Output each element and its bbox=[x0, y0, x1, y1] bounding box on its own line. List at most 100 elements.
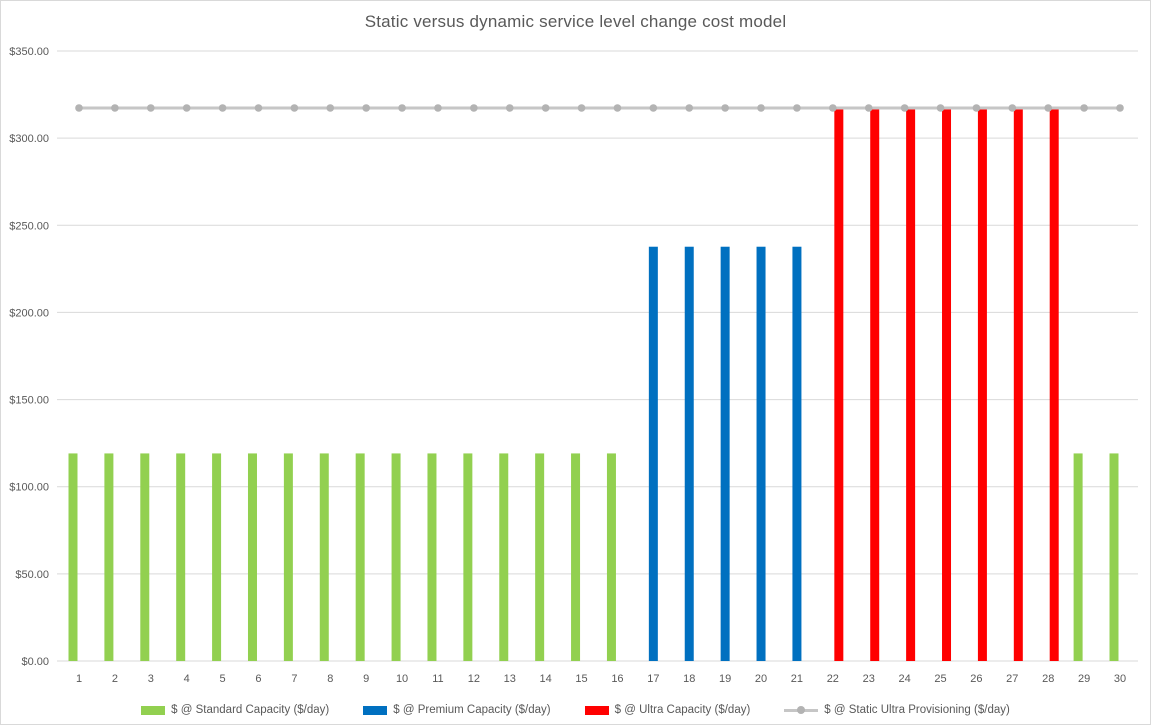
bar-day-3 bbox=[140, 453, 150, 661]
y-tick-label: $350.00 bbox=[9, 46, 49, 58]
bar-day-17 bbox=[648, 246, 658, 662]
x-tick-label: 13 bbox=[504, 673, 516, 685]
x-tick-label: 20 bbox=[755, 673, 767, 685]
line-marker-day-18 bbox=[685, 104, 694, 112]
x-tick-label: 19 bbox=[719, 673, 731, 685]
legend-label-ultra-capacity: $ @ Ultra Capacity ($/day) bbox=[614, 704, 751, 716]
x-tick-label: 14 bbox=[540, 673, 552, 685]
legend-swatch-ultra-capacity bbox=[584, 705, 609, 715]
legend: $ @ Standard Capacity ($/day) $ @ Premiu… bbox=[1, 704, 1150, 716]
line-marker-day-25 bbox=[936, 104, 945, 112]
line-marker-day-5 bbox=[218, 104, 227, 112]
legend-item-static-ultra-provisioning: $ @ Static Ultra Provisioning ($/day) bbox=[784, 704, 1010, 716]
bar-day-15 bbox=[571, 453, 581, 661]
chart-title: Static versus dynamic service level chan… bbox=[364, 12, 787, 31]
y-tick-label: $0.00 bbox=[21, 656, 49, 668]
line-marker-day-29 bbox=[1080, 104, 1088, 112]
bar-day-24 bbox=[906, 107, 916, 661]
line-marker-day-26 bbox=[972, 104, 981, 112]
line-marker-day-10 bbox=[398, 104, 406, 112]
bar-day-25 bbox=[942, 107, 952, 661]
line-marker-day-30 bbox=[1116, 104, 1124, 112]
line-marker-day-9 bbox=[362, 104, 370, 112]
line-marker-day-6 bbox=[254, 104, 263, 112]
y-tick-label: $100.00 bbox=[9, 482, 49, 494]
x-tick-label: 28 bbox=[1042, 673, 1054, 685]
x-tick-label: 21 bbox=[791, 673, 803, 685]
line-marker-day-20 bbox=[757, 104, 765, 112]
bar-day-9 bbox=[355, 453, 365, 661]
x-tick-label: 16 bbox=[611, 673, 623, 685]
x-tick-label: 1 bbox=[76, 673, 82, 685]
x-tick-label: 23 bbox=[863, 673, 875, 685]
bar-day-26 bbox=[977, 107, 987, 661]
x-tick-label: 27 bbox=[1006, 673, 1018, 685]
line-marker-day-19 bbox=[721, 104, 729, 112]
bar-day-13 bbox=[499, 453, 509, 661]
x-tick-label: 4 bbox=[184, 673, 190, 685]
bar-day-11 bbox=[427, 453, 437, 661]
line-marker-day-16 bbox=[613, 104, 622, 112]
legend-label-premium-capacity: $ @ Premium Capacity ($/day) bbox=[393, 704, 551, 716]
bar-day-6 bbox=[247, 453, 257, 661]
line-marker-day-21 bbox=[793, 104, 801, 112]
line-marker-day-15 bbox=[577, 104, 586, 112]
x-tick-label: 5 bbox=[220, 673, 226, 685]
line-marker-day-4 bbox=[182, 104, 191, 112]
bar-day-27 bbox=[1013, 107, 1023, 661]
x-tick-label: 8 bbox=[327, 673, 333, 685]
y-tick-label: $200.00 bbox=[9, 307, 49, 319]
legend-swatch-standard-capacity bbox=[141, 705, 166, 715]
bar-day-12 bbox=[463, 453, 473, 661]
line-marker-day-7 bbox=[290, 104, 299, 112]
bar-day-8 bbox=[319, 453, 329, 661]
y-tick-label: $150.00 bbox=[9, 395, 49, 407]
x-tick-label: 6 bbox=[255, 673, 261, 685]
line-marker-day-13 bbox=[505, 104, 514, 112]
line-marker-day-24 bbox=[900, 104, 909, 112]
legend-item-premium-capacity: $ @ Premium Capacity ($/day) bbox=[363, 704, 551, 716]
bar-day-30 bbox=[1109, 453, 1119, 661]
line-marker-day-14 bbox=[541, 104, 550, 112]
x-tick-label: 24 bbox=[898, 673, 910, 685]
line-marker-day-27 bbox=[1008, 104, 1017, 112]
bar-day-7 bbox=[283, 453, 293, 661]
bar-day-18 bbox=[684, 246, 694, 662]
line-marker-day-12 bbox=[470, 104, 478, 112]
x-tick-label: 29 bbox=[1078, 673, 1090, 685]
line-marker-day-17 bbox=[649, 104, 658, 112]
line-marker-day-23 bbox=[864, 104, 873, 112]
legend-item-standard-capacity: $ @ Standard Capacity ($/day) bbox=[141, 704, 329, 716]
x-tick-label: 9 bbox=[363, 673, 369, 685]
bar-day-22 bbox=[834, 107, 844, 661]
x-tick-label: 18 bbox=[683, 673, 695, 685]
x-tick-label: 7 bbox=[291, 673, 297, 685]
bar-day-2 bbox=[104, 453, 114, 661]
x-tick-label: 12 bbox=[468, 673, 480, 685]
bar-day-23 bbox=[870, 107, 880, 661]
line-marker-day-3 bbox=[146, 104, 155, 112]
bar-day-14 bbox=[535, 453, 545, 661]
line-marker-day-1 bbox=[75, 104, 83, 112]
y-tick-label: $300.00 bbox=[9, 133, 49, 145]
x-tick-label: 30 bbox=[1114, 673, 1126, 685]
x-tick-label: 25 bbox=[934, 673, 946, 685]
line-marker-day-8 bbox=[326, 104, 335, 112]
legend-swatch-static-ultra-provisioning-line bbox=[784, 706, 819, 715]
y-tick-label: $250.00 bbox=[9, 220, 49, 232]
line-marker-day-28 bbox=[1044, 104, 1053, 112]
line-marker-day-22 bbox=[829, 104, 837, 112]
y-tick-label: $50.00 bbox=[15, 569, 49, 581]
bar-day-28 bbox=[1049, 107, 1059, 661]
bar-day-29 bbox=[1073, 453, 1083, 661]
bar-day-5 bbox=[212, 453, 222, 661]
x-tick-label: 17 bbox=[647, 673, 659, 685]
bar-day-1 bbox=[68, 453, 78, 661]
x-tick-label: 11 bbox=[432, 673, 443, 685]
bar-day-10 bbox=[391, 453, 401, 661]
line-marker-day-11 bbox=[434, 104, 442, 112]
bar-day-19 bbox=[720, 246, 730, 662]
x-tick-label: 10 bbox=[396, 673, 408, 685]
